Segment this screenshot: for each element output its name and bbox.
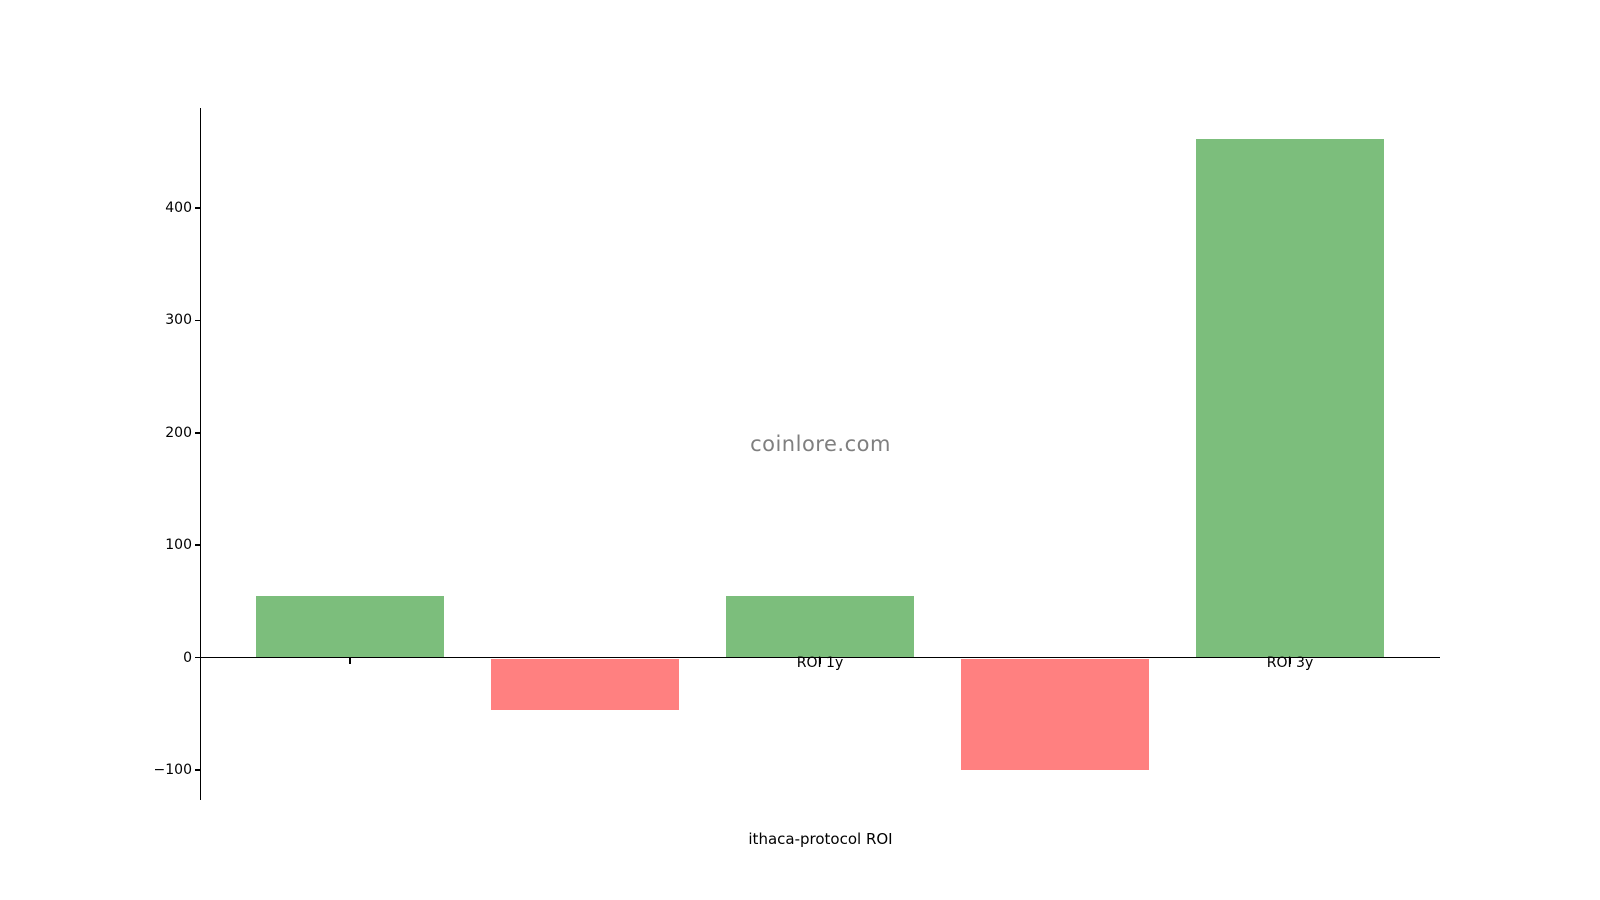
bar-5-roi-3y — [1196, 139, 1384, 658]
x-tick-label-roi-3y: ROI 3y — [1266, 655, 1314, 671]
x-tick-3 — [819, 658, 821, 664]
x-tick-1 — [349, 658, 351, 664]
chart-title: ithaca-protocol ROI — [748, 830, 893, 848]
y-tick-200 — [195, 432, 200, 434]
y-tick-label-0: 0 — [183, 649, 192, 666]
x-tick-label-roi-1y: ROI 1y — [796, 655, 844, 671]
y-tick-400 — [195, 207, 200, 209]
x-tick-5 — [1289, 658, 1291, 664]
bar-4 — [961, 659, 1149, 771]
y-tick-100 — [195, 544, 200, 546]
watermark-text: coinlore.com — [750, 432, 891, 456]
bar-3-roi-1y — [726, 595, 914, 658]
y-axis-line — [199, 107, 201, 800]
y-tick-300 — [195, 319, 200, 322]
bar-2 — [491, 659, 679, 710]
y-tick-label-100: 100 — [165, 537, 192, 554]
y-tick--100 — [195, 769, 200, 771]
y-tick-label-300: 300 — [165, 312, 192, 329]
y-tick-label-400: 400 — [165, 200, 192, 217]
y-tick-label-200: 200 — [165, 424, 192, 441]
bar-1 — [256, 595, 444, 658]
y-tick-0 — [195, 656, 200, 659]
y-tick-label--100: −100 — [153, 761, 192, 778]
